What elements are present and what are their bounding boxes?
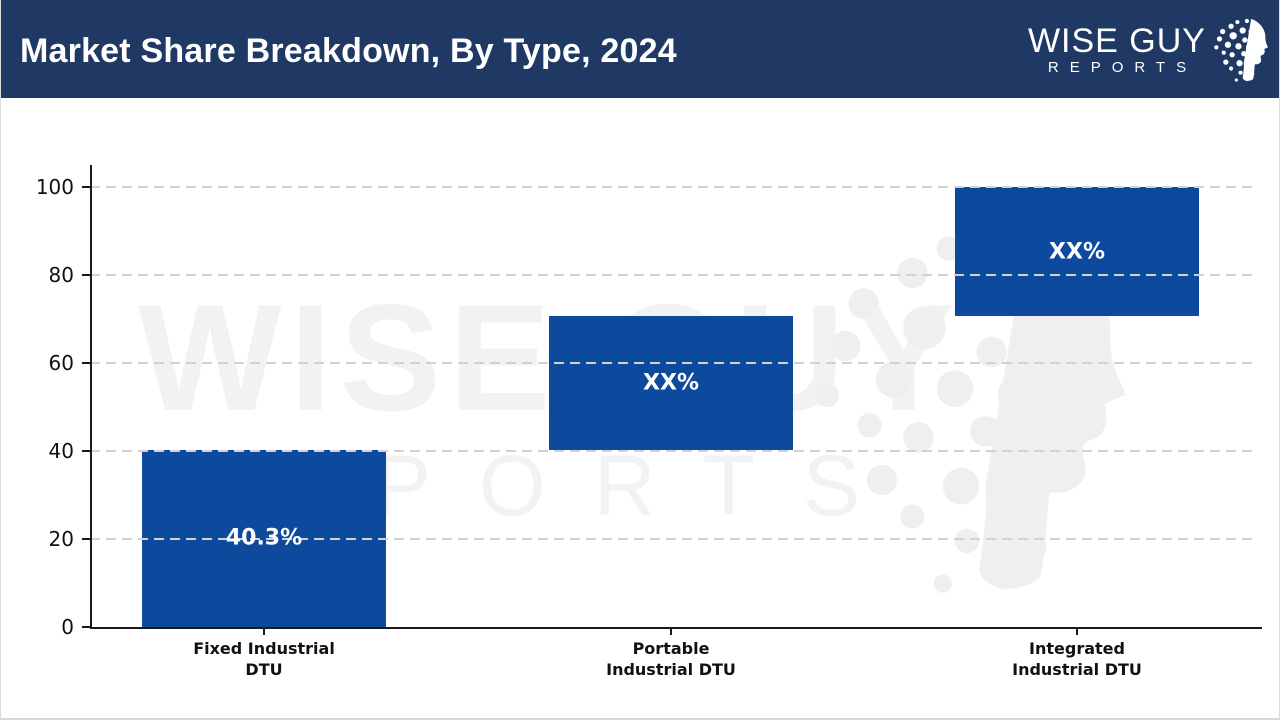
wiseguy-logo: WISE GUY REPORTS	[1028, 6, 1268, 94]
grid-line	[90, 186, 1258, 188]
x-category-label: Portable Industrial DTU	[521, 638, 821, 680]
page-title: Market Share Breakdown, By Type, 2024	[20, 32, 677, 70]
y-axis-line	[90, 165, 92, 629]
grid-line	[90, 274, 1258, 276]
x-category-label-line: Fixed Industrial	[193, 639, 335, 658]
grid-line	[90, 538, 1258, 540]
bar-value-label: XX%	[643, 370, 699, 396]
x-category-label-line: Integrated	[1029, 639, 1125, 658]
y-tick-label: 80	[48, 263, 74, 287]
x-axis-line	[90, 627, 1262, 629]
x-category-label-line: Industrial DTU	[606, 660, 736, 679]
x-category-label-line: DTU	[245, 660, 283, 679]
logo-reports-text: REPORTS	[1047, 59, 1198, 76]
y-axis-tick	[82, 274, 90, 276]
y-axis-tick	[82, 450, 90, 452]
logo-wiseguy-text: WISE GUY	[1027, 22, 1206, 60]
bar-value-label: XX%	[1049, 239, 1105, 265]
y-axis-tick	[82, 362, 90, 364]
bar-value-label: 40.3%	[225, 525, 303, 551]
x-category-label-line: Portable	[632, 639, 710, 658]
bar-segment	[549, 316, 793, 450]
watermark-face-icon	[778, 212, 1138, 612]
y-axis-tick	[82, 538, 90, 540]
y-tick-label: 0	[61, 615, 74, 639]
watermark-wiseguy-text: WISE GUY	[138, 273, 954, 443]
x-axis-tick	[670, 627, 672, 635]
bar-segment	[955, 187, 1199, 317]
header-bar: Market Share Breakdown, By Type, 2024 WI…	[0, 0, 1280, 98]
x-category-label: Fixed Industrial DTU	[114, 638, 414, 680]
grid-line	[90, 450, 1258, 452]
wiseguy-face-icon	[1210, 7, 1268, 93]
y-axis-tick	[82, 626, 90, 628]
y-tick-label: 60	[48, 351, 74, 375]
x-axis-tick	[1076, 627, 1078, 635]
x-axis-tick	[263, 627, 265, 635]
x-category-label: Integrated Industrial DTU	[927, 638, 1227, 680]
y-tick-label: 20	[48, 527, 74, 551]
y-tick-label: 100	[35, 175, 74, 199]
y-tick-label: 40	[48, 439, 74, 463]
y-axis-tick	[82, 186, 90, 188]
grid-line	[90, 362, 1258, 364]
x-category-label-line: Industrial DTU	[1012, 660, 1142, 679]
